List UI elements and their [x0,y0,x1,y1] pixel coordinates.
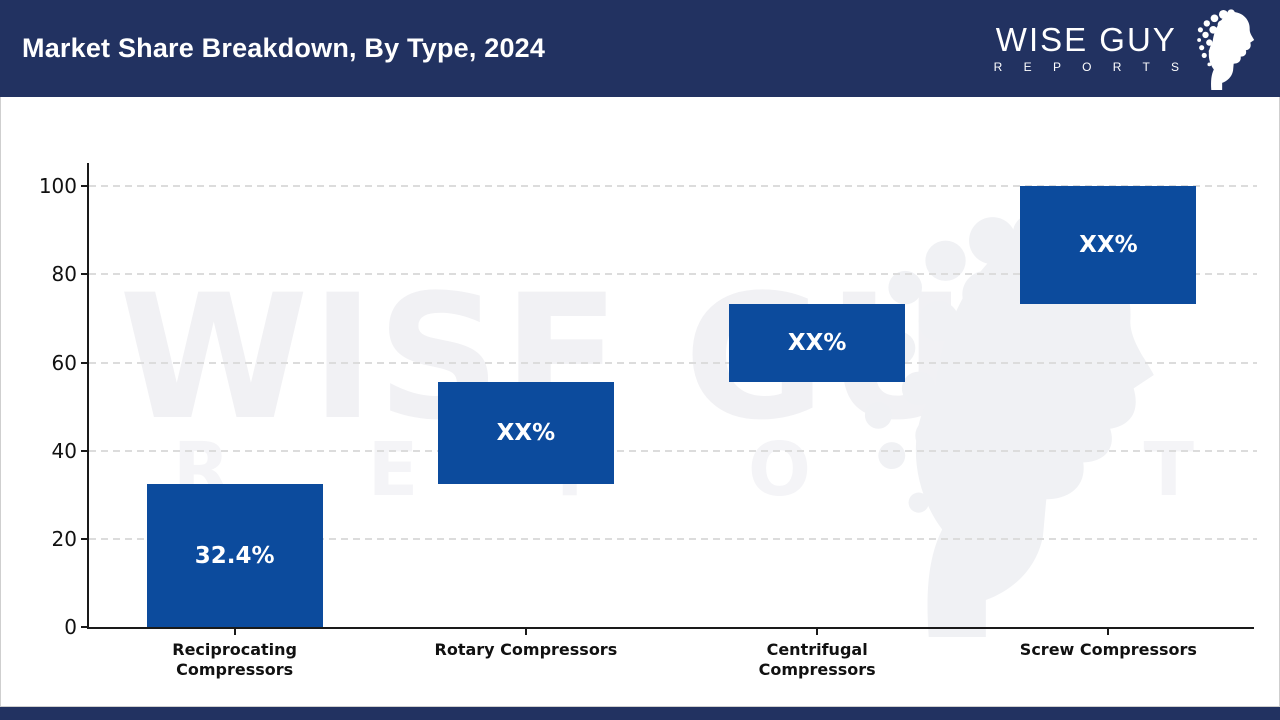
bar-value-label-4: XX% [1079,231,1138,258]
bar-3: XX% [729,303,906,383]
y-tick-label-40: 40 [51,438,77,463]
y-tick-20 [81,537,88,540]
y-tick-40 [81,449,88,452]
bar-2: XX% [437,382,614,485]
page-title: Market Share Breakdown, By Type, 2024 [22,33,546,63]
y-tick-label-100: 100 [38,174,77,199]
x-category-label-1: Reciprocating Compressors [172,640,297,679]
y-tick-label-0: 0 [64,615,77,639]
x-category-label-4: Screw Compressors [1019,640,1197,659]
gridline-60 [89,361,1257,364]
x-tick-2 [524,629,527,635]
y-tick-60 [81,361,88,364]
gridline-20 [89,537,1257,540]
y-tick-label-60: 60 [51,350,77,375]
chart-area: WISE GUY R E P O R T S 02040608010032.4%… [0,97,1280,707]
gridline-80 [89,273,1257,276]
bar-4: XX% [1020,186,1197,304]
wiseguy-logo-subtitle: R E P O R T S [993,60,1188,74]
bar-value-label-1: 32.4% [194,542,275,569]
header-band: Market Share Breakdown, By Type, 2024 WI… [0,0,1280,97]
bar-1: 32.4% [146,484,323,627]
gridline-100 [89,185,1257,188]
y-axis-spine [87,163,89,629]
x-category-label-3: Centrifugal Compressors [758,640,876,679]
y-tick-80 [81,273,88,276]
x-tick-3 [816,629,819,635]
wiseguy-logo-name: WISE GUY [995,21,1177,58]
wiseguy-logo-text: WISE GUY R E P O R T S [985,23,1188,74]
footer-band [0,707,1280,720]
y-tick-100 [81,185,88,188]
x-axis-spine [87,627,1254,629]
wiseguy-logo: WISE GUY R E P O R T S [985,8,1258,90]
x-tick-4 [1107,629,1110,635]
y-tick-label-20: 20 [51,526,77,551]
bar-value-label-2: XX% [496,420,556,447]
bar-value-label-3: XX% [787,329,847,356]
x-tick-1 [233,629,236,635]
gridline-40 [89,449,1257,452]
waterfall-plot: 0 20 40 60 80 100 32.4% Reciprocating Compresso… [1,97,1279,706]
x-category-label-2: Rotary Compressors [434,640,618,659]
y-tick-label-80: 80 [51,262,77,287]
wiseguy-head-icon [1197,8,1255,90]
y-tick-0 [81,626,88,628]
